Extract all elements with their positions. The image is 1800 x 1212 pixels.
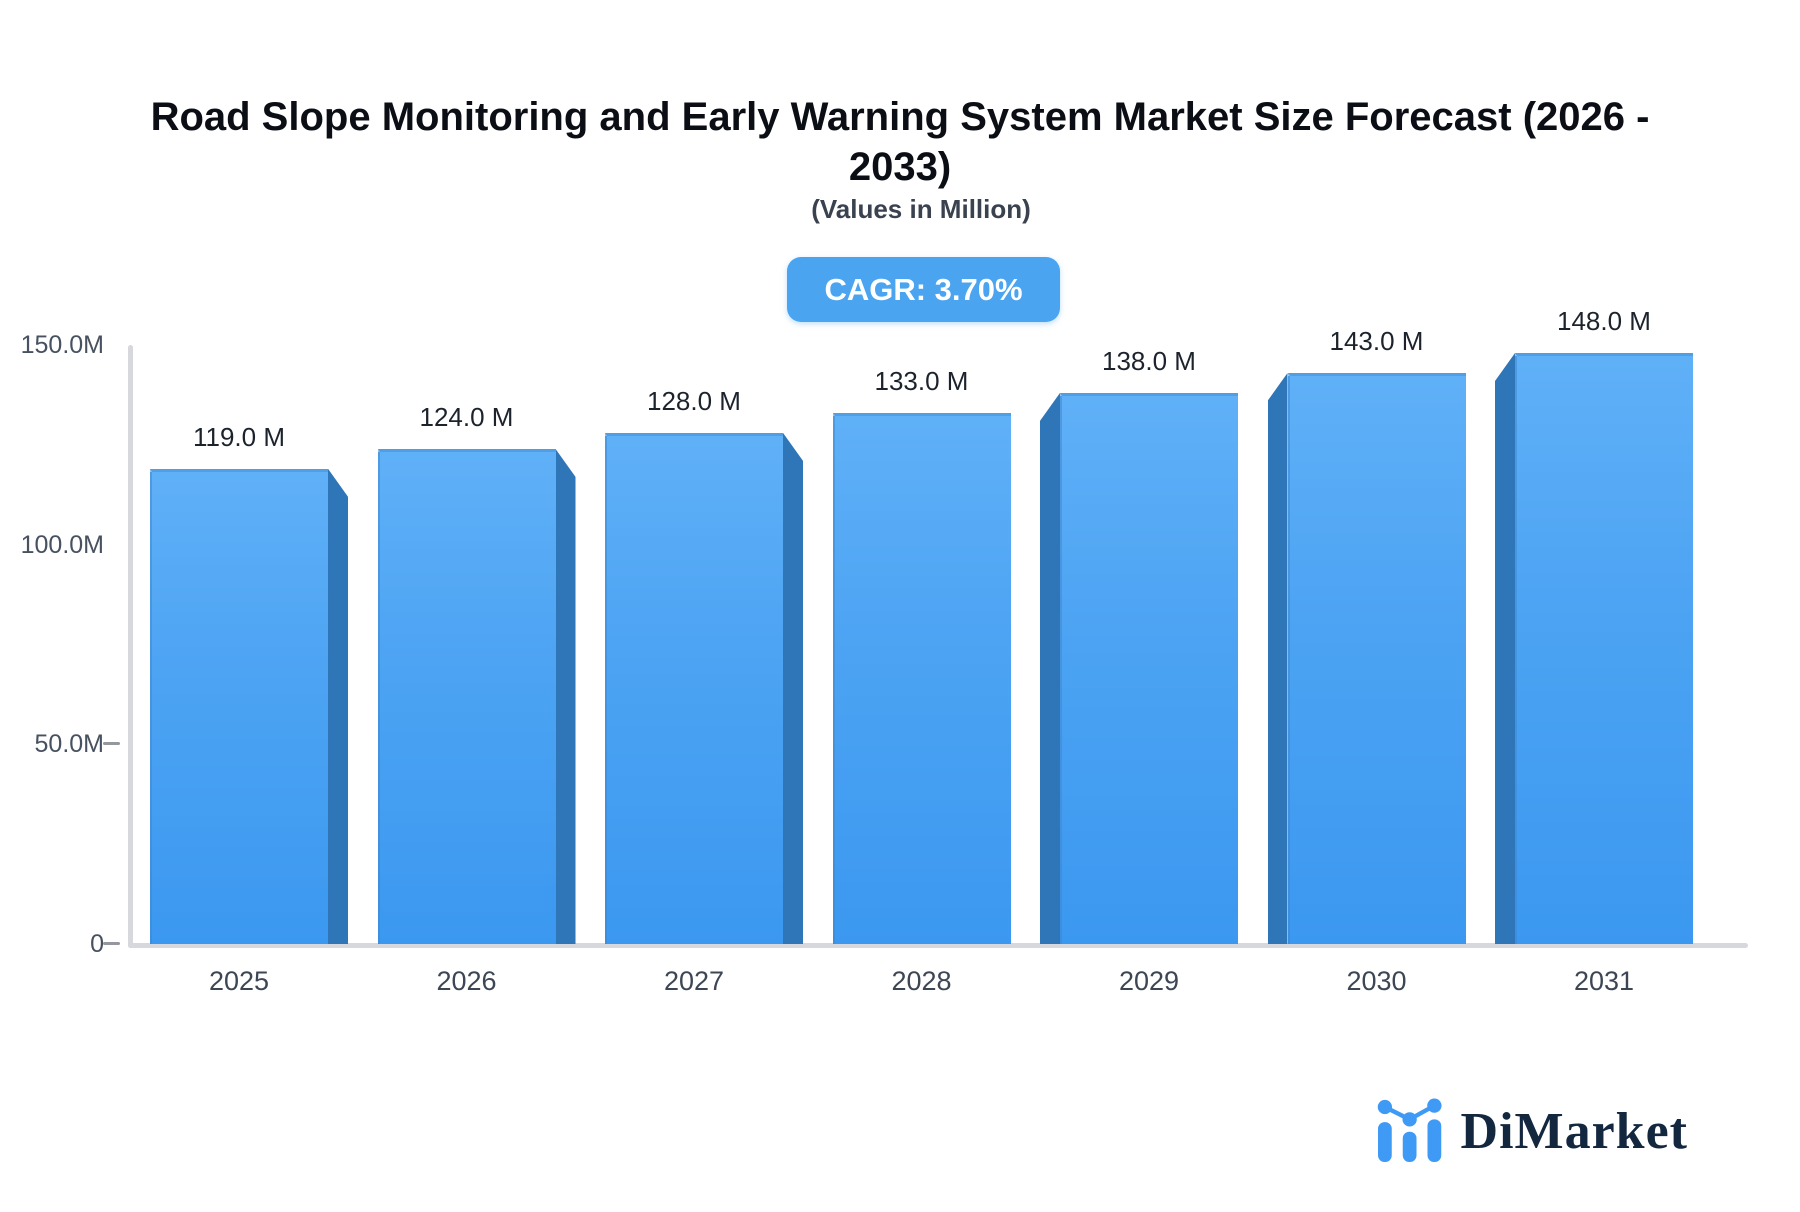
bar-chart-logo-icon	[1377, 1098, 1442, 1162]
bar-value-label-2027: 128.0 M	[647, 385, 741, 416]
y-tick-mark-0	[103, 942, 120, 945]
bar-2029	[1060, 392, 1238, 944]
x-axis-label-2028: 2028	[891, 966, 952, 996]
bar-3d-side-2025	[328, 468, 348, 944]
y-tick-mark-50.0M	[103, 742, 120, 746]
bar-3d-side-2029	[1040, 392, 1060, 944]
bar-3d-side-2027	[783, 432, 803, 944]
bar-2027	[605, 432, 783, 944]
y-tick-label-100.0M: 100.0M	[20, 530, 104, 559]
bar-value-label-2031: 148.0 M	[1557, 305, 1651, 336]
bar-value-label-2026: 124.0 M	[419, 401, 514, 432]
bar-value-label-2030: 143.0 M	[1329, 325, 1424, 356]
x-axis-line	[128, 943, 1748, 948]
x-axis-label-2030: 2030	[1346, 966, 1407, 996]
bar-2031	[1515, 352, 1693, 944]
bar-value-label-2029: 138.0 M	[1102, 345, 1196, 376]
page-title-line1: Road Slope Monitoring and Early Warning …	[150, 95, 1650, 139]
bar-2025	[150, 468, 328, 944]
bar-2026	[377, 448, 556, 944]
brand-logo: DiMarket	[1374, 1096, 1688, 1162]
cagr-badge: CAGR: 3.70%	[787, 257, 1060, 322]
bar-3d-side-2031	[1495, 352, 1515, 944]
bar-3d-side-2026	[555, 448, 576, 944]
chart-subtitle: (Values in Million)	[811, 194, 1031, 224]
x-axis-label-2025: 2025	[208, 966, 270, 996]
page-title: Road Slope Monitoring and Early Warning …	[140, 92, 1660, 193]
bar-2030	[1287, 372, 1466, 944]
x-axis-label-2031: 2031	[1573, 966, 1635, 996]
y-axis-line	[128, 345, 133, 948]
bar-2028	[832, 412, 1011, 944]
bar-3d-side-2030	[1267, 372, 1288, 944]
x-axis-label-2027: 2027	[663, 966, 725, 996]
y-tick-label-0: 0	[90, 930, 104, 958]
x-axis-label-2029: 2029	[1118, 966, 1180, 996]
bar-value-label-2028: 133.0 M	[874, 365, 969, 396]
page-title-line2: 2033)	[848, 145, 952, 190]
x-axis-label-2026: 2026	[436, 966, 497, 996]
brand-name: DiMarket	[1460, 1103, 1688, 1160]
y-tick-label-150.0M: 150.0M	[20, 331, 104, 359]
bar-value-label-2025: 119.0 M	[192, 421, 285, 452]
y-tick-label-50.0M: 50.0M	[34, 730, 104, 759]
